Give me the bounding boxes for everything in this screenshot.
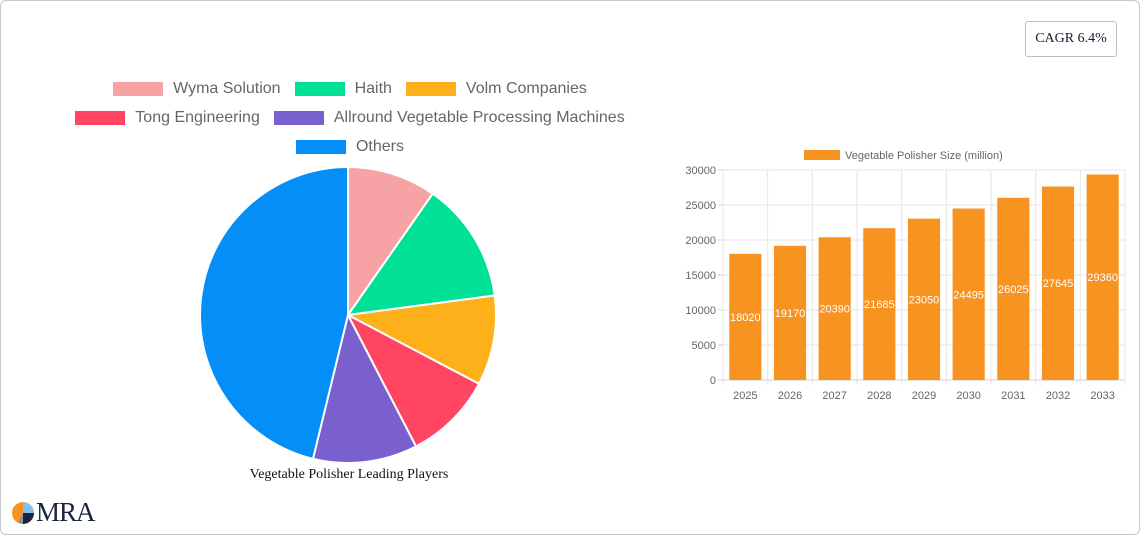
bar[interactable]: [1041, 186, 1075, 380]
legend-label: Allround Vegetable Processing Machines: [333, 108, 625, 126]
pie-slice[interactable]: [347, 165, 435, 319]
x-tick-label: 2025: [733, 390, 757, 402]
bar-chart: Vegetable Polisher Size (million) 0 5000 10…: [670, 140, 1130, 410]
x-tick-label: 2026: [778, 390, 802, 402]
pie-chart: [199, 165, 499, 465]
bar-value-label: 20390: [819, 304, 850, 316]
logo-text: MRA: [36, 497, 96, 527]
mra-logo: MRA: [11, 497, 96, 528]
y-tick-label: 20000: [685, 235, 716, 247]
legend-swatch: [294, 81, 345, 96]
legend-label: Tong Engineering: [135, 108, 260, 126]
bar-value-label: 21685: [864, 299, 895, 311]
legend-swatch: [273, 110, 324, 125]
legend-item[interactable]: Allround Vegetable Processing Machines: [273, 108, 625, 127]
y-tick-label: 25000: [685, 200, 716, 212]
x-tick-label: 2033: [1090, 390, 1114, 402]
bar[interactable]: [818, 237, 851, 380]
legend-label: Others: [355, 137, 404, 155]
bar-value-label: 23050: [909, 294, 940, 306]
bar[interactable]: [997, 197, 1030, 380]
y-tick-label: 0: [710, 375, 716, 387]
bar-legend-swatch: [804, 150, 840, 160]
legend-swatch: [405, 81, 456, 96]
pie-slice[interactable]: [199, 165, 349, 461]
logo-icon: [12, 501, 34, 524]
bar[interactable]: [907, 218, 941, 380]
bar[interactable]: [773, 245, 807, 380]
bar-value-label: 18020: [730, 312, 761, 324]
bar[interactable]: [1086, 174, 1119, 380]
legend-swatch: [295, 139, 346, 154]
bar-legend-label: Vegetable Polisher Size (million): [845, 150, 1003, 162]
x-tick-label: 2027: [822, 390, 846, 402]
y-tick-label: 15000: [685, 270, 716, 282]
legend-row: Wyma Solution Haith Volm Companies: [40, 74, 660, 103]
legend-item[interactable]: Others: [295, 137, 404, 156]
pie-slice[interactable]: [344, 294, 497, 386]
bar-value-label: 26025: [998, 284, 1029, 296]
legend-row: Others: [40, 132, 660, 161]
pie-slice[interactable]: [345, 312, 481, 448]
x-tick-label: 2031: [1001, 390, 1025, 402]
legend-item[interactable]: Volm Companies: [405, 79, 587, 98]
y-tick-label: 10000: [685, 305, 716, 317]
bar-value-label: 27645: [1043, 278, 1074, 290]
bar[interactable]: [729, 253, 762, 380]
bar-value-label: 24495: [953, 289, 984, 301]
legend-item[interactable]: Tong Engineering: [75, 109, 260, 127]
y-tick-label: 5000: [692, 340, 716, 352]
legend-row: Tong Engineering Allround Vegetable Proce…: [40, 103, 660, 132]
pie-slice[interactable]: [311, 312, 418, 464]
x-tick-label: 2028: [867, 390, 891, 402]
pie-caption: Vegetable Polisher Leading Players: [249, 467, 449, 482]
bar-value-label: 19170: [775, 308, 806, 320]
legend-swatch: [113, 81, 164, 96]
legend-item[interactable]: Haith: [294, 79, 392, 98]
legend-label: Wyma Solution: [173, 79, 281, 97]
cagr-badge: CAGR 6.4%: [1025, 21, 1117, 57]
x-tick-label: 2029: [912, 390, 936, 402]
legend-label: Haith: [354, 79, 392, 97]
bar[interactable]: [863, 228, 896, 380]
pie-slice[interactable]: [345, 192, 496, 317]
bar[interactable]: [952, 208, 985, 380]
bar-value-label: 29360: [1087, 272, 1118, 284]
legend-swatch: [75, 110, 126, 125]
pie-legend: Wyma Solution Haith Volm Companies Tong Eng…: [40, 74, 660, 161]
y-tick-label: 30000: [685, 165, 716, 177]
legend-item[interactable]: Wyma Solution: [113, 79, 281, 98]
x-tick-label: 2032: [1046, 390, 1070, 402]
x-tick-label: 2030: [956, 390, 980, 402]
legend-label: Volm Companies: [465, 79, 587, 97]
